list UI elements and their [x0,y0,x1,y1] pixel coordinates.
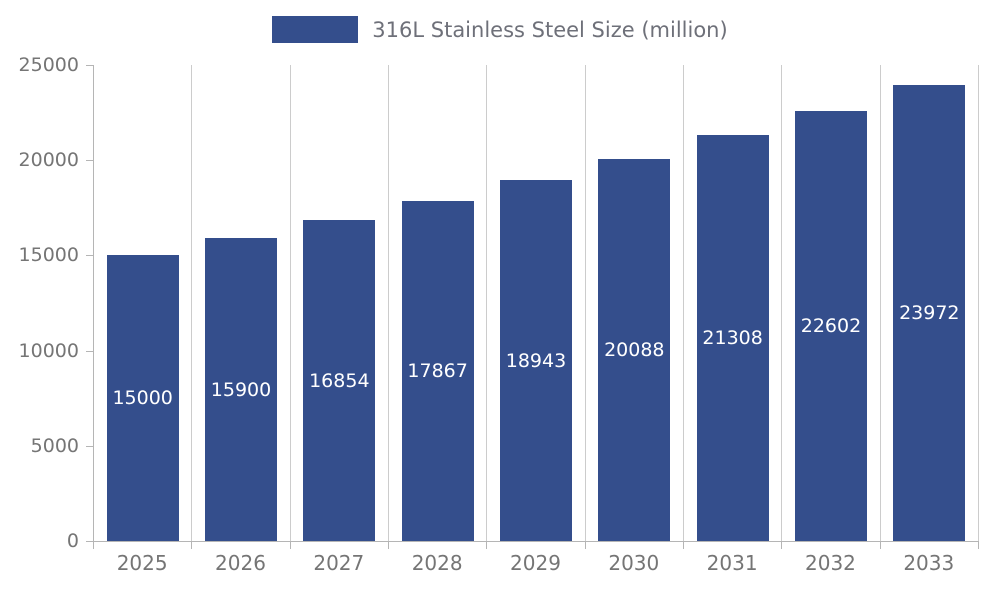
y-axis-tick [86,445,93,447]
category-cell: 15000 [94,65,193,549]
bar-2032[interactable]: 22602 [794,110,867,541]
bar-value-label: 17867 [407,359,468,382]
y-axis-tick [86,350,93,352]
category-cell: 17867 [389,65,488,549]
y-axis-tick-label: 20000 [18,149,79,172]
bar-2031[interactable]: 21308 [696,135,769,541]
y-axis-tick-label: 25000 [18,54,79,76]
x-axis-tick-label: 2027 [313,551,365,575]
x-axis-tick-label: 2028 [411,551,463,575]
category-cell: 20088 [586,65,685,549]
bar-2027[interactable]: 16854 [303,220,376,541]
y-axis-tick-label: 5000 [30,434,79,457]
bar-2030[interactable]: 20088 [598,158,671,541]
bar-2029[interactable]: 18943 [499,180,572,541]
bar-value-label: 16854 [309,369,370,392]
bar-2033[interactable]: 23972 [893,84,966,541]
category-cell: 18943 [487,65,586,549]
y-axis-tick [86,65,93,66]
x-axis-tick-label: 2031 [706,551,758,575]
y-axis-tick-label: 15000 [18,244,79,267]
bar-2026[interactable]: 15900 [204,238,278,541]
bar-2028[interactable]: 17867 [401,200,474,541]
bar-value-label: 22602 [800,314,862,337]
legend-swatch-icon [272,16,359,43]
y-axis-tick-label: 10000 [18,339,79,362]
legend[interactable]: 316L Stainless Steel Size (million) [0,16,1000,43]
plot-area: 15000 15900 16854 17867 18943 20088 21308 22602… [93,65,980,549]
legend-label: 316L Stainless Steel Size (million) [372,17,728,42]
bar-value-label: 21308 [702,327,763,350]
x-axis-tick-label: 2029 [510,551,561,575]
x-axis-tick-label: 2025 [116,551,168,575]
bar-value-label: 15900 [210,378,272,401]
y-axis-tick [86,541,93,542]
x-axis-tick-label: 2030 [608,551,660,575]
x-axis-tick-label: 2033 [903,551,955,575]
category-cell: 22602 [782,65,881,549]
bar-value-label: 18943 [505,349,567,372]
x-axis: 2025 2026 2027 2028 2029 2030 2031 2032 2033 [93,548,978,582]
category-cell: 15900 [192,65,291,549]
y-axis: 0 5000 10000 15000 20000 25000 [0,54,93,552]
bar-value-label: 20088 [604,338,665,361]
category-cell: 21308 [684,65,783,549]
y-axis-tick [86,160,93,162]
bar-2025[interactable]: 15000 [106,255,179,541]
y-axis-tick-label: 0 [66,530,79,552]
bar-value-label: 15000 [112,387,173,410]
bar-value-label: 23972 [899,301,960,324]
y-axis-tick [86,255,93,257]
category-cell: 16854 [291,65,390,549]
x-axis-tick-label: 2026 [215,551,266,575]
x-axis-tick-label: 2032 [805,551,856,575]
category-cell: 23972 [881,65,980,549]
